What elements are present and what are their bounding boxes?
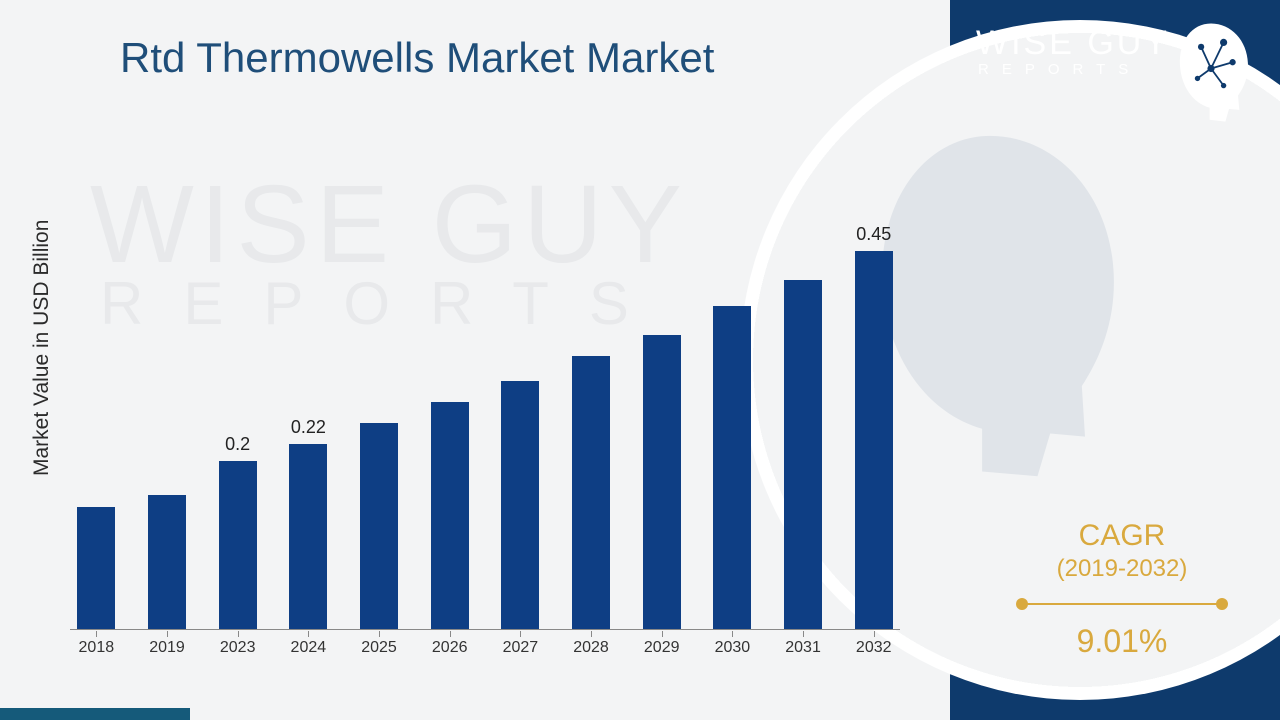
bar-value-label: 0.45	[847, 224, 900, 245]
brand-logo: WISE GUY REPORTS	[976, 24, 1256, 78]
x-tick	[167, 631, 168, 637]
x-tick	[450, 631, 451, 637]
bar	[148, 495, 186, 629]
market-infographic: WISE GUY REPORTS Rtd Thermowells Market …	[0, 0, 1280, 720]
bar	[501, 381, 539, 629]
y-axis-label: Market Value in USD Billion	[30, 220, 54, 476]
x-tick	[874, 631, 875, 637]
bar	[643, 335, 681, 629]
bar-slot: 0.222024	[282, 444, 335, 629]
bar-slot: 0.22023	[211, 461, 264, 629]
bar-value-label: 0.2	[211, 434, 264, 455]
cagr-range: (2019-2032)	[1012, 555, 1232, 583]
bar-slot: 2026	[423, 402, 476, 629]
bar-value-label: 0.22	[282, 417, 335, 438]
x-tick	[732, 631, 733, 637]
x-axis-label: 2018	[70, 639, 123, 657]
bar-slot: 2029	[635, 335, 688, 629]
chart-title: Rtd Thermowells Market Market	[120, 34, 714, 82]
cagr-divider	[1022, 603, 1222, 605]
cagr-value: 9.01%	[1012, 623, 1232, 660]
x-tick	[803, 631, 804, 637]
x-tick	[591, 631, 592, 637]
x-axis-label: 2026	[423, 639, 476, 657]
x-axis-label: 2025	[353, 639, 406, 657]
x-axis-label: 2029	[635, 639, 688, 657]
x-tick	[662, 631, 663, 637]
bottom-accent-bar	[0, 708, 190, 720]
x-axis-label: 2024	[282, 639, 335, 657]
x-axis-label: 2019	[141, 639, 194, 657]
bar-slot: 2019	[141, 495, 194, 629]
bar-chart: 2018 2019 0.22023 0.222024 2025 2026 2027 2028 2…	[70, 210, 900, 630]
x-axis-label: 2027	[494, 639, 547, 657]
x-tick	[308, 631, 309, 637]
bar	[572, 356, 610, 629]
bars-container: 2018 2019 0.22023 0.222024 2025 2026 2027 2028 2…	[70, 210, 900, 630]
bar	[855, 251, 893, 629]
bar-slot: 2030	[706, 306, 759, 629]
x-axis-label: 2032	[847, 639, 900, 657]
bar	[784, 280, 822, 629]
bar	[219, 461, 257, 629]
x-axis-label: 2030	[706, 639, 759, 657]
bar-slot: 2027	[494, 381, 547, 629]
bar-slot: 2025	[353, 423, 406, 629]
bar-slot: 2031	[777, 280, 830, 629]
x-tick	[238, 631, 239, 637]
x-axis-label: 2028	[565, 639, 618, 657]
bar-slot: 2018	[70, 507, 123, 629]
bar	[77, 507, 115, 629]
x-tick	[96, 631, 97, 637]
bar	[431, 402, 469, 629]
bar	[713, 306, 751, 629]
bar	[289, 444, 327, 629]
x-tick	[379, 631, 380, 637]
x-axis-label: 2031	[777, 639, 830, 657]
head-icon	[1166, 18, 1256, 128]
cagr-label: CAGR	[1012, 519, 1232, 553]
bar	[360, 423, 398, 629]
cagr-callout: CAGR (2019-2032) 9.01%	[1012, 519, 1232, 660]
x-tick	[520, 631, 521, 637]
x-axis-label: 2023	[211, 639, 264, 657]
bar-slot: 0.452032	[847, 251, 900, 629]
bar-slot: 2028	[565, 356, 618, 629]
